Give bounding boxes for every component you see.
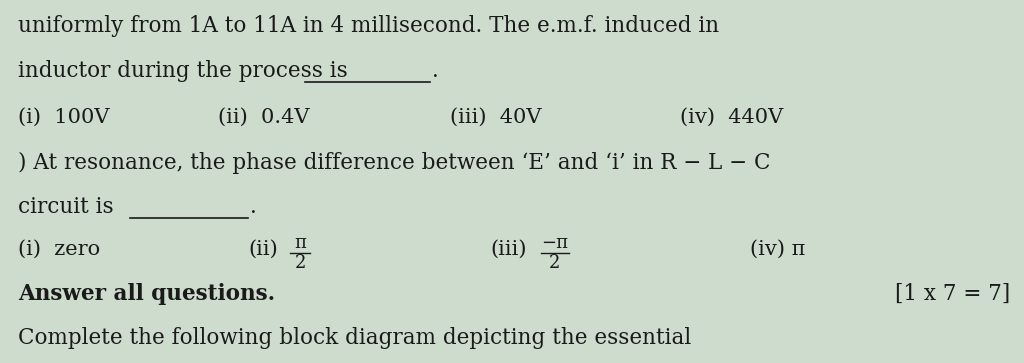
- Text: (iv) π: (iv) π: [750, 240, 805, 259]
- Text: (iv)  440V: (iv) 440V: [680, 108, 783, 127]
- Text: −π: −π: [542, 234, 568, 252]
- Text: Answer all questions.: Answer all questions.: [18, 283, 275, 305]
- Text: inductor during the process is: inductor during the process is: [18, 60, 354, 82]
- Text: π: π: [294, 234, 306, 252]
- Text: uniformly from 1A to 11A in 4 millisecond. The e.m.f. induced in: uniformly from 1A to 11A in 4 millisecon…: [18, 15, 719, 37]
- Text: [1 x 7 = 7]: [1 x 7 = 7]: [895, 283, 1010, 305]
- Text: Complete the following block diagram depicting the essential: Complete the following block diagram dep…: [18, 327, 691, 349]
- Text: .: .: [250, 196, 257, 218]
- Text: (i)  100V: (i) 100V: [18, 108, 110, 127]
- Text: 2: 2: [294, 254, 306, 272]
- Text: (iii)  40V: (iii) 40V: [450, 108, 542, 127]
- Text: (ii)  0.4V: (ii) 0.4V: [218, 108, 309, 127]
- Text: .: .: [432, 60, 438, 82]
- Text: (i)  zero: (i) zero: [18, 240, 100, 259]
- Text: (iii): (iii): [490, 240, 526, 259]
- Text: 2: 2: [549, 254, 561, 272]
- Text: (ii): (ii): [248, 240, 278, 259]
- Text: circuit is: circuit is: [18, 196, 121, 218]
- Text: ) At resonance, the phase difference between ‘E’ and ‘i’ in R − L − C: ) At resonance, the phase difference bet…: [18, 152, 770, 174]
